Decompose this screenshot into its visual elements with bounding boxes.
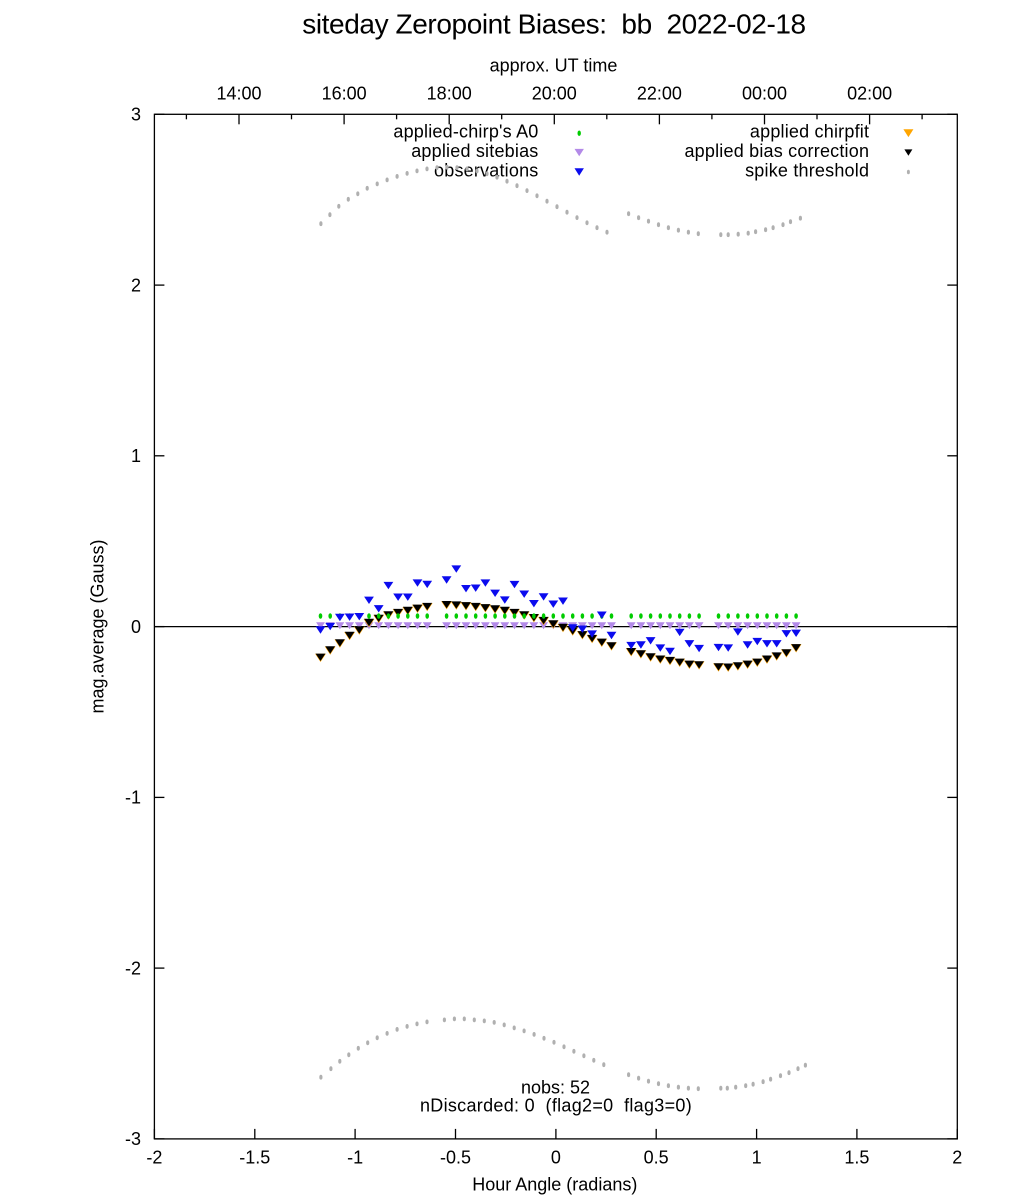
- svg-text:mag.average (Gauss): mag.average (Gauss): [88, 539, 108, 713]
- svg-text:spike threshold: spike threshold: [745, 160, 869, 180]
- svg-text:siteday Zeropoint Biases: bb: siteday Zeropoint Biases: bb 2022-02-18: [302, 9, 805, 40]
- svg-text:1.5: 1.5: [844, 1148, 869, 1168]
- svg-text:14:00: 14:00: [216, 84, 261, 104]
- svg-text:2: 2: [131, 275, 141, 295]
- svg-text:Hour Angle (radians): Hour Angle (radians): [472, 1175, 637, 1195]
- svg-text:applied-chirp's A0: applied-chirp's A0: [393, 122, 538, 142]
- svg-text:nobs: 52: nobs: 52: [521, 1077, 590, 1097]
- svg-text:nDiscarded: 0 (flag2=0 flag3: nDiscarded: 0 (flag2=0 flag3=0): [420, 1096, 692, 1116]
- svg-text:-1.5: -1.5: [239, 1148, 270, 1168]
- svg-text:-1: -1: [347, 1148, 363, 1168]
- svg-text:-1: -1: [125, 788, 141, 808]
- svg-text:02:00: 02:00: [847, 84, 892, 104]
- svg-text:-2: -2: [125, 958, 141, 978]
- svg-text:0: 0: [551, 1148, 561, 1168]
- svg-text:0.5: 0.5: [644, 1148, 669, 1168]
- svg-text:observations: observations: [434, 160, 538, 180]
- svg-text:18:00: 18:00: [427, 84, 472, 104]
- svg-text:00:00: 00:00: [742, 84, 787, 104]
- svg-text:approx. UT time: approx. UT time: [490, 56, 618, 76]
- svg-text:3: 3: [131, 105, 141, 125]
- svg-text:-0.5: -0.5: [440, 1148, 471, 1168]
- svg-text:20:00: 20:00: [532, 84, 577, 104]
- svg-text:applied chirpfit: applied chirpfit: [750, 122, 869, 142]
- svg-text:applied bias correction: applied bias correction: [684, 141, 869, 161]
- svg-text:applied sitebias: applied sitebias: [411, 141, 538, 161]
- svg-text:0: 0: [131, 617, 141, 637]
- svg-text:-3: -3: [125, 1129, 141, 1149]
- svg-text:16:00: 16:00: [322, 84, 367, 104]
- svg-text:22:00: 22:00: [637, 84, 682, 104]
- svg-text:-2: -2: [146, 1148, 162, 1168]
- svg-text:1: 1: [131, 446, 141, 466]
- svg-text:2: 2: [952, 1148, 962, 1168]
- svg-text:1: 1: [752, 1148, 762, 1168]
